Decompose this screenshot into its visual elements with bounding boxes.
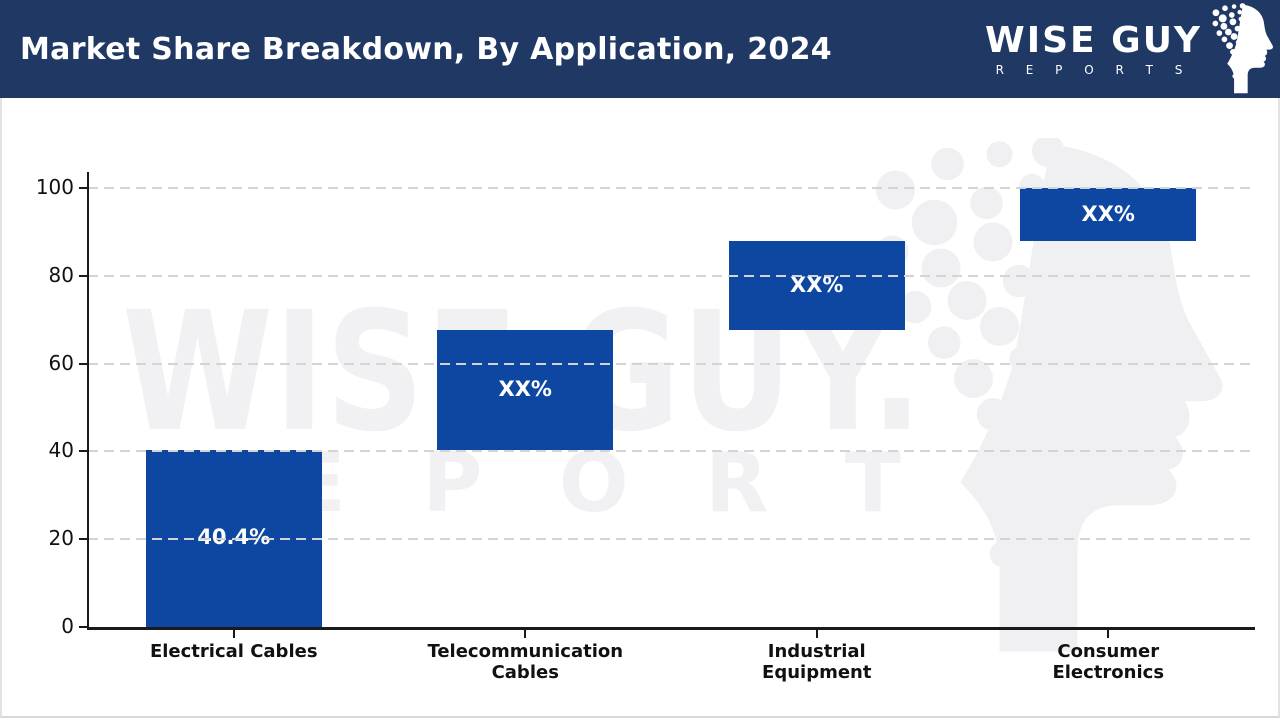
y-tick-label: 20 <box>48 526 74 551</box>
x-tick-mark <box>815 629 818 638</box>
watermark-head-icon <box>876 138 1223 652</box>
chart-area: WISE GUY. R E P O R T S 40.4% XX% XX% XX% 0… <box>0 98 1280 720</box>
wise-guy-reports-logo: WISE GUY R E P O R T S <box>985 3 1280 95</box>
dotted-head-icon <box>1212 3 1273 94</box>
x-category-label: Consumer Electronics <box>1052 641 1165 683</box>
x-tick-mark <box>1107 629 1110 638</box>
logo-text: WISE GUY R E P O R T S <box>984 19 1202 77</box>
bar-consumer-electronics <box>1020 188 1197 242</box>
y-tick-label: 0 <box>61 614 74 638</box>
y-axis-line <box>87 172 89 629</box>
logo-wordmark: WISE GUY <box>984 19 1202 61</box>
header-band: Market Share Breakdown, By Application, … <box>0 0 1280 98</box>
y-tick-label: 80 <box>48 262 74 287</box>
y-tick-mark <box>79 187 87 189</box>
y-tick-mark <box>79 362 87 365</box>
y-tick-mark <box>79 626 87 628</box>
y-tick-label: 100 <box>35 175 74 199</box>
x-category-label: Industrial Equipment <box>762 641 872 683</box>
logo-subtitle: R E P O R T S <box>995 62 1192 77</box>
chart-title: Market Share Breakdown, By Application, … <box>20 31 832 67</box>
y-tick-label: 40 <box>48 438 74 463</box>
x-tick-mark <box>232 629 235 638</box>
bar-value-label: 40.4% <box>197 525 271 550</box>
bar-telecommunication-cables <box>437 330 614 450</box>
bar-industrial-equipment <box>728 241 905 331</box>
x-category-label: Telecommunication Cables <box>427 641 624 683</box>
bar-value-label: XX% <box>498 376 552 401</box>
y-tick-mark <box>79 450 87 453</box>
x-category-label: Electrical Cables <box>149 641 318 662</box>
x-axis-line <box>87 627 1255 630</box>
y-tick-mark <box>79 274 87 277</box>
x-tick-mark <box>524 629 527 638</box>
y-tick-label: 60 <box>48 350 74 375</box>
axes-layer: 0 20 40 60 80 100 Electrical Cables Telecommuni… <box>0 98 1280 720</box>
bar-value-label: XX% <box>1081 201 1135 226</box>
y-tick-mark <box>79 538 87 541</box>
